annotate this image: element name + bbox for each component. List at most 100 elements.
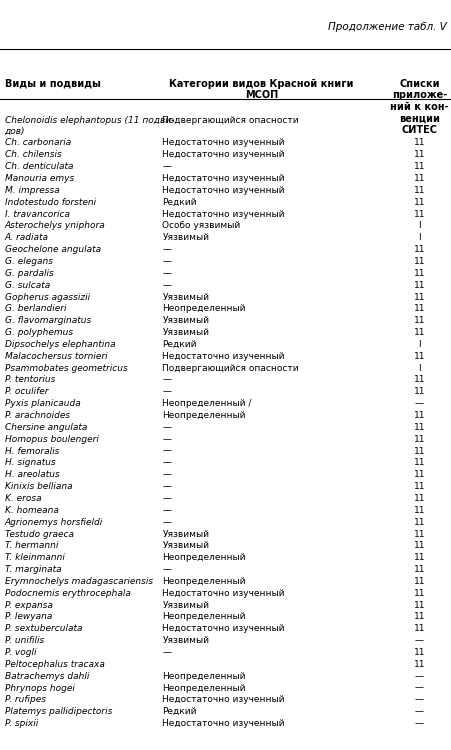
Text: Продолжение табл. V: Продолжение табл. V	[328, 22, 446, 32]
Text: Ch. carbonaria: Ch. carbonaria	[5, 139, 71, 148]
Text: —: —	[415, 683, 424, 692]
Text: Неопределенный: Неопределенный	[162, 672, 246, 681]
Text: K. homeana: K. homeana	[5, 506, 58, 515]
Text: 11: 11	[414, 257, 425, 266]
Text: 11: 11	[414, 660, 425, 669]
Text: Testudo graeca: Testudo graeca	[5, 530, 74, 538]
Text: Списки
приложе-
ний к кон-
венции
СИТЕС: Списки приложе- ний к кон- венции СИТЕС	[390, 79, 449, 135]
Text: Уязвимый: Уязвимый	[162, 601, 209, 610]
Text: G. pardalis: G. pardalis	[5, 268, 53, 278]
Text: 11: 11	[414, 648, 425, 657]
Text: Phrynops hogei: Phrynops hogei	[5, 683, 74, 692]
Text: A. radiata: A. radiata	[5, 233, 49, 242]
Text: Недостаточно изученный: Недостаточно изученный	[162, 139, 285, 148]
Text: Категории видов Красной книги
МСОП: Категории видов Красной книги МСОП	[169, 79, 354, 101]
Text: K. erosa: K. erosa	[5, 494, 41, 503]
Text: 11: 11	[414, 209, 425, 218]
Text: Erymnochelys madagascariensis: Erymnochelys madagascariensis	[5, 577, 152, 586]
Text: 11: 11	[414, 613, 425, 622]
Text: Homopus boulengeri: Homopus boulengeri	[5, 435, 98, 444]
Text: Chersine angulata: Chersine angulata	[5, 423, 87, 432]
Text: —: —	[162, 423, 171, 432]
Text: G. flavomarginatus: G. flavomarginatus	[5, 316, 91, 326]
Text: 11: 11	[414, 292, 425, 302]
Text: I: I	[418, 340, 421, 349]
Text: 11: 11	[414, 482, 425, 491]
Text: Asterochelys yniphora: Asterochelys yniphora	[5, 221, 105, 230]
Text: Особо уязвимый: Особо уязвимый	[162, 221, 241, 230]
Text: Неопределенный: Неопределенный	[162, 683, 246, 692]
Text: 11: 11	[414, 376, 425, 385]
Text: P. spixii: P. spixii	[5, 719, 38, 728]
Text: 11: 11	[414, 150, 425, 159]
Text: 11: 11	[414, 458, 425, 467]
Text: 11: 11	[414, 245, 425, 254]
Text: P. sextuberculata: P. sextuberculata	[5, 624, 82, 633]
Text: 11: 11	[414, 268, 425, 278]
Text: Виды и подвиды: Виды и подвиды	[5, 79, 101, 88]
Text: —: —	[162, 376, 171, 385]
Text: —: —	[415, 672, 424, 681]
Text: Уязвимый: Уязвимый	[162, 328, 209, 337]
Text: Недостаточно изученный: Недостаточно изученный	[162, 186, 285, 195]
Text: 11: 11	[414, 624, 425, 633]
Text: —: —	[162, 268, 171, 278]
Text: 11: 11	[414, 139, 425, 148]
Text: 11: 11	[414, 435, 425, 444]
Text: 11: 11	[414, 352, 425, 361]
Text: P. arachnoides: P. arachnoides	[5, 411, 69, 420]
Text: Agrionemys horsfieldi: Agrionemys horsfieldi	[5, 518, 103, 526]
Text: Geochelone angulata: Geochelone angulata	[5, 245, 101, 254]
Text: 11: 11	[414, 423, 425, 432]
Text: 11: 11	[414, 280, 425, 290]
Text: Уязвимый: Уязвимый	[162, 233, 209, 242]
Text: 11: 11	[414, 470, 425, 479]
Text: Недостаточно изученный: Недостаточно изученный	[162, 352, 285, 361]
Text: Неопределенный: Неопределенный	[162, 577, 246, 586]
Text: 11: 11	[414, 554, 425, 562]
Text: Недостаточно изученный: Недостаточно изученный	[162, 719, 285, 728]
Text: —: —	[162, 506, 171, 515]
Text: P. rufipes: P. rufipes	[5, 695, 46, 704]
Text: 11: 11	[414, 530, 425, 538]
Text: —: —	[162, 565, 171, 574]
Text: Batrachemys dahli: Batrachemys dahli	[5, 672, 89, 681]
Text: 11: 11	[414, 601, 425, 610]
Text: Indotestudo forsteni: Indotestudo forsteni	[5, 198, 96, 207]
Text: —: —	[162, 387, 171, 396]
Text: —: —	[162, 435, 171, 444]
Text: Недостаточно изученный: Недостаточно изученный	[162, 150, 285, 159]
Text: —: —	[415, 695, 424, 704]
Text: Pyxis planicauda: Pyxis planicauda	[5, 399, 80, 408]
Text: —: —	[162, 446, 171, 455]
Text: Уязвимый: Уязвимый	[162, 542, 209, 550]
Text: 11: 11	[414, 506, 425, 515]
Text: 11: 11	[414, 198, 425, 207]
Text: Ch. chilensis: Ch. chilensis	[5, 150, 61, 159]
Text: 11: 11	[414, 589, 425, 598]
Text: 11: 11	[414, 387, 425, 396]
Text: —: —	[162, 280, 171, 290]
Text: P. oculifer: P. oculifer	[5, 387, 48, 396]
Text: Неопределенный /: Неопределенный /	[162, 399, 252, 408]
Text: T. kleinmanni: T. kleinmanni	[5, 554, 64, 562]
Text: P. tentorius: P. tentorius	[5, 376, 55, 385]
Text: 11: 11	[414, 162, 425, 171]
Text: 11: 11	[414, 577, 425, 586]
Text: I: I	[418, 116, 421, 125]
Text: Podocnemis erythrocephala: Podocnemis erythrocephala	[5, 589, 130, 598]
Text: —: —	[415, 719, 424, 728]
Text: 11: 11	[414, 328, 425, 337]
Text: Уязвимый: Уязвимый	[162, 316, 209, 326]
Text: 11: 11	[414, 316, 425, 326]
Text: —: —	[162, 648, 171, 657]
Text: Недостаточно изученный: Недостаточно изученный	[162, 624, 285, 633]
Text: Ch. denticulata: Ch. denticulata	[5, 162, 73, 171]
Text: Недостаточно изученный: Недостаточно изученный	[162, 589, 285, 598]
Text: Peltocephalus tracaxa: Peltocephalus tracaxa	[5, 660, 104, 669]
Text: Platemys pallidipectoris: Platemys pallidipectoris	[5, 707, 112, 716]
Text: —: —	[415, 707, 424, 716]
Text: —: —	[415, 399, 424, 408]
Text: H. areolatus: H. areolatus	[5, 470, 59, 479]
Text: I: I	[418, 233, 421, 242]
